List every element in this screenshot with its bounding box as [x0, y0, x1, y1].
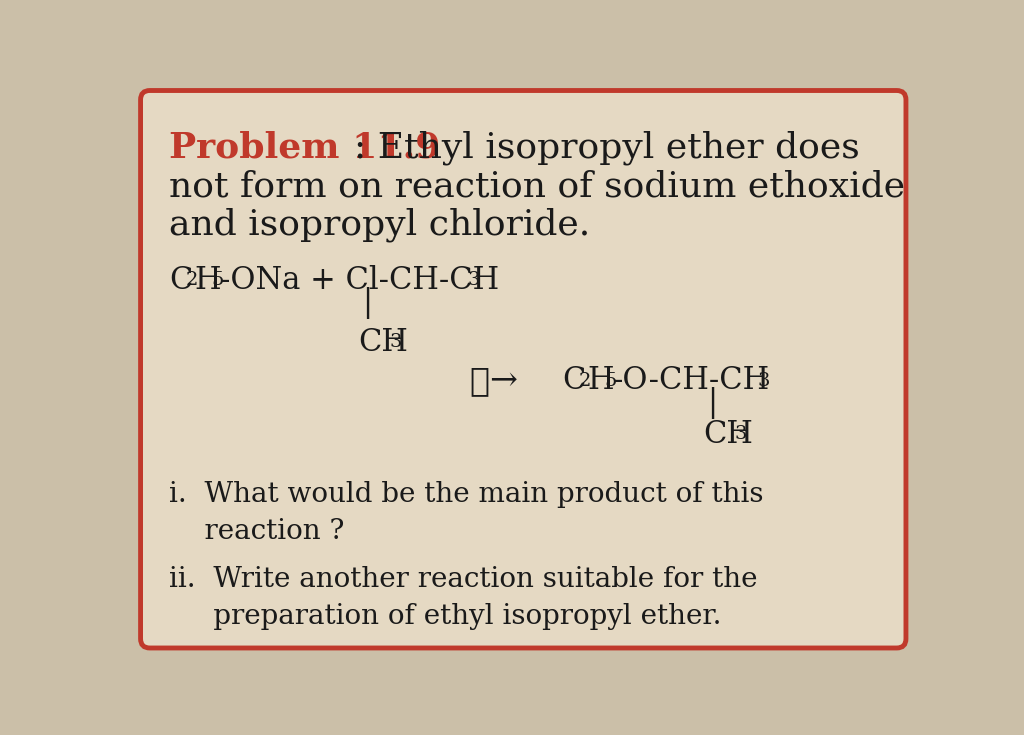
Text: 2: 2 — [186, 271, 199, 290]
Text: 5: 5 — [211, 271, 224, 290]
Text: 3: 3 — [389, 333, 401, 351]
Text: -O-CH-CH: -O-CH-CH — [612, 365, 770, 396]
Text: →: → — [488, 365, 517, 398]
Text: 3: 3 — [758, 372, 770, 390]
Text: C: C — [562, 365, 585, 396]
Text: CH: CH — [358, 327, 409, 358]
Text: CH: CH — [703, 419, 754, 451]
Text: i.  What would be the main product of this: i. What would be the main product of thi… — [169, 481, 764, 508]
Text: reaction ?: reaction ? — [169, 518, 344, 545]
FancyBboxPatch shape — [140, 90, 906, 648]
Text: |: | — [708, 387, 718, 419]
Text: ii.  Write another reaction suitable for the: ii. Write another reaction suitable for … — [169, 566, 758, 592]
Text: not form on reaction of sodium ethoxide: not form on reaction of sodium ethoxide — [169, 169, 905, 203]
Text: |: | — [362, 287, 373, 319]
Text: preparation of ethyl isopropyl ether.: preparation of ethyl isopropyl ether. — [169, 603, 722, 630]
Text: : Ethyl isopropyl ether does: : Ethyl isopropyl ether does — [354, 131, 859, 165]
Text: 2: 2 — [579, 372, 591, 390]
Text: and isopropyl chloride.: and isopropyl chloride. — [169, 207, 590, 242]
Text: H: H — [195, 265, 221, 296]
Text: ✕: ✕ — [469, 365, 489, 398]
Text: 3: 3 — [734, 426, 746, 443]
Text: C: C — [169, 265, 193, 296]
Text: 3: 3 — [468, 271, 480, 290]
Text: 5: 5 — [604, 372, 616, 390]
Text: Problem 11.9: Problem 11.9 — [169, 131, 440, 165]
Text: H: H — [587, 365, 613, 396]
Text: -ONa + Cl-CH-CH: -ONa + Cl-CH-CH — [220, 265, 499, 296]
